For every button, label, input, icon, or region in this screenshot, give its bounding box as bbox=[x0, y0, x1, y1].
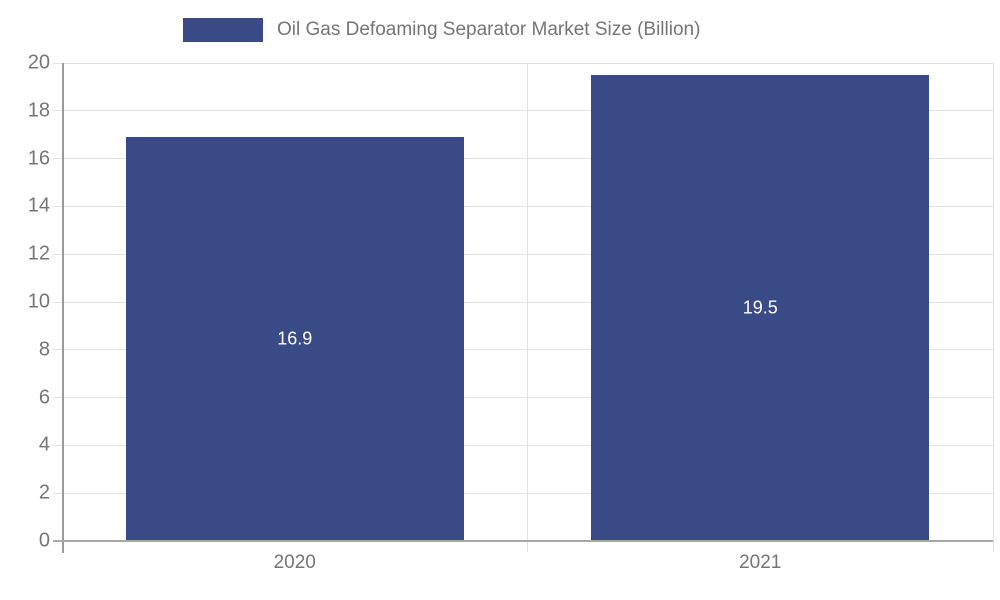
y-gridline bbox=[53, 397, 993, 399]
legend-label: Oil Gas Defoaming Separator Market Size … bbox=[277, 19, 701, 40]
plot-area: 16.9 19.5 bbox=[53, 62, 994, 553]
y-gridline bbox=[53, 301, 993, 303]
y-gridline bbox=[53, 110, 993, 112]
y-gridline bbox=[53, 205, 993, 207]
bar-2021: 19.5 bbox=[591, 74, 930, 541]
x-tick-label: 2021 bbox=[739, 552, 782, 573]
y-tick-label: 14 bbox=[27, 194, 50, 217]
y-gridline bbox=[53, 349, 993, 351]
y-tick-label: 10 bbox=[27, 290, 50, 313]
bar-2020: 16.9 bbox=[125, 137, 464, 541]
y-tick-label: 18 bbox=[27, 99, 50, 122]
legend: Oil Gas Defoaming Separator Market Size … bbox=[183, 18, 700, 42]
y-gridline bbox=[53, 492, 993, 494]
y-tick-label: 4 bbox=[38, 433, 50, 456]
legend-swatch bbox=[183, 18, 263, 42]
y-tick-label: 0 bbox=[38, 529, 50, 552]
y-gridline bbox=[53, 253, 993, 255]
x-tick-label: 2020 bbox=[273, 552, 316, 573]
y-axis-line bbox=[62, 63, 64, 553]
x-axis-line bbox=[53, 540, 993, 542]
y-gridline bbox=[53, 62, 993, 64]
y-gridline bbox=[53, 158, 993, 160]
bar-value-label: 16.9 bbox=[277, 328, 313, 349]
y-tick-label: 2 bbox=[38, 481, 50, 504]
x-gridline bbox=[527, 63, 528, 552]
y-tick-label: 12 bbox=[27, 242, 50, 265]
y-gridline bbox=[53, 444, 993, 446]
y-tick-label: 6 bbox=[38, 386, 50, 409]
bar-value-label: 19.5 bbox=[742, 297, 778, 318]
y-tick-label: 8 bbox=[38, 338, 50, 361]
x-gridline bbox=[992, 63, 994, 552]
y-tick-label: 20 bbox=[27, 51, 50, 74]
y-tick-label: 16 bbox=[27, 147, 50, 170]
